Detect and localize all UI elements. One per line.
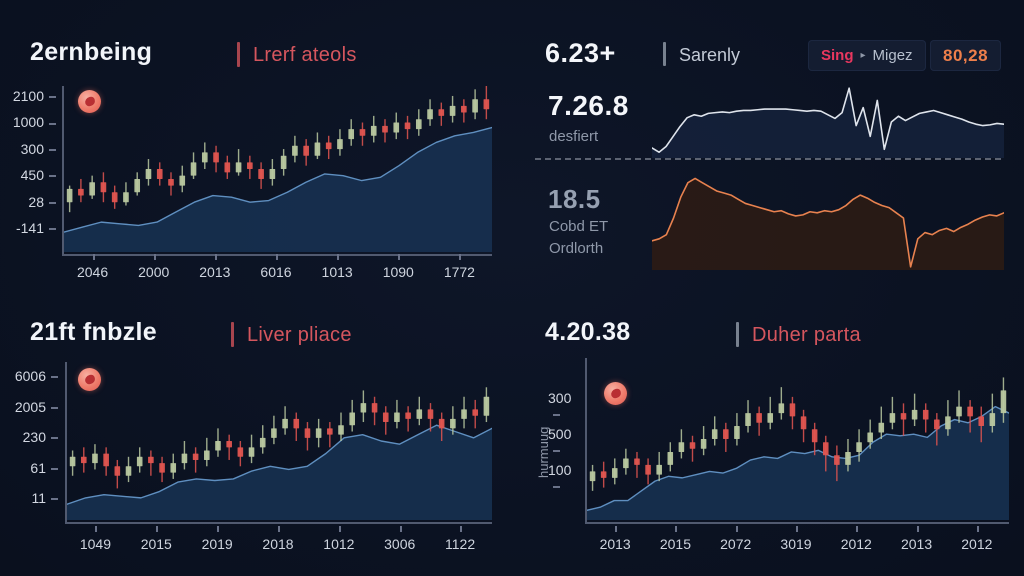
panel-subtitle-top-left: Lrerf ateols	[253, 44, 357, 66]
y-tick-label: 100	[548, 462, 580, 494]
y-tick-label: 450	[21, 167, 56, 183]
y-tick-label: 28	[28, 194, 56, 210]
orange-area-chart	[652, 177, 1004, 270]
y-tick-label: 230	[23, 429, 58, 445]
x-tick-label: 2015	[660, 526, 691, 552]
candlestick-chart-bottom-right	[587, 377, 1009, 520]
panel-value-top-right: 6.23+	[545, 38, 616, 68]
pair-from: Sing	[821, 47, 854, 64]
chart-bottom-left	[65, 362, 492, 524]
red-coin-icon	[604, 382, 627, 405]
pair-badge[interactable]: Sing ▸ Migez	[808, 40, 926, 71]
dashed-divider	[535, 158, 1001, 160]
metric-label-row2b: Ordlorth	[549, 240, 604, 257]
y-tick-label: 500	[548, 426, 580, 458]
y-axis-ticks-top-left: 2100 1000 300 450 28 -141	[0, 88, 56, 236]
x-tick-label: 2019	[202, 526, 233, 552]
panel-title-top-left: 2ernbeing	[30, 38, 153, 66]
x-tick-label: 1049	[80, 526, 111, 552]
title-divider	[237, 42, 240, 67]
x-tick-label: 3006	[384, 526, 415, 552]
x-tick-label: 2000	[138, 254, 169, 280]
candlestick-chart-top-left	[64, 86, 492, 252]
x-tick-label: 1012	[323, 526, 354, 552]
pair-to: Migez	[872, 47, 913, 64]
title-divider	[663, 42, 666, 66]
y-tick-label: 2100	[13, 88, 56, 104]
x-tick-label: 2015	[141, 526, 172, 552]
x-axis-ticks-bottom-left: 1049 2015 2019 2018 1012 3006 1122	[65, 526, 490, 552]
x-axis-ticks-bottom-right: 2013 2015 2072 3019 2012 2013 2012	[585, 526, 1007, 552]
badge-value: 80,28	[943, 45, 989, 65]
x-tick-label: 2012	[841, 526, 872, 552]
x-tick-label: 2012	[961, 526, 992, 552]
y-tick-label: 300	[21, 141, 56, 157]
chart-top-left	[62, 86, 492, 256]
red-coin-icon	[78, 368, 101, 391]
y-axis-ticks-bottom-left: 6006 2005 230 61 11	[0, 368, 58, 506]
x-axis-ticks-top-left: 2046 2000 2013 6016 1013 1090 1772	[62, 254, 490, 280]
metric-value-row1: 7.26.8	[548, 90, 629, 121]
y-tick-label: 2005	[15, 399, 58, 415]
metric-label-row1: desfiert	[549, 128, 599, 145]
white-sparkline-chart	[652, 87, 1004, 158]
metric-label-row2a: Cobd ET	[549, 218, 609, 235]
x-tick-label: 6016	[260, 254, 292, 280]
x-tick-label: 3019	[780, 526, 812, 552]
x-tick-label: 2046	[77, 254, 108, 280]
y-tick-label: 1000	[13, 114, 56, 130]
y-tick-label: 61	[30, 460, 58, 476]
candlestick-chart-bottom-left	[67, 387, 492, 520]
panel-subtitle-bottom-left: Liver pliace	[247, 324, 352, 346]
x-tick-label: 1013	[322, 254, 353, 280]
panel-title-bottom-right: 4.20.38	[545, 318, 631, 346]
y-axis-ticks-bottom-right: 300 500 100	[548, 390, 580, 494]
panel-label-top-right: Sarenly	[679, 45, 741, 65]
title-divider	[736, 322, 739, 347]
chart-bottom-right	[585, 358, 1009, 524]
y-tick-label: 300	[548, 390, 580, 422]
x-tick-label: 2018	[262, 526, 294, 552]
panel-subtitle-bottom-right: Duher parta	[752, 324, 861, 346]
x-tick-label: 1090	[383, 254, 414, 280]
y-tick-label: 11	[31, 490, 58, 506]
metric-value-row2: 18.5	[548, 184, 601, 214]
x-tick-label: 2013	[199, 254, 230, 280]
x-tick-label: 1122	[445, 526, 475, 552]
x-tick-label: 1772	[444, 254, 475, 280]
panel-title-bottom-left: 21ft fnbzle	[30, 318, 157, 346]
x-tick-label: 2013	[901, 526, 932, 552]
x-tick-label: 2072	[720, 526, 751, 552]
value-badge[interactable]: 80,28	[930, 40, 1002, 71]
y-tick-label: -141	[16, 220, 56, 236]
title-divider	[231, 322, 234, 347]
x-tick-label: 2013	[600, 526, 631, 552]
arrow-icon: ▸	[860, 50, 866, 61]
red-coin-icon	[78, 90, 101, 113]
y-tick-label: 6006	[15, 368, 58, 384]
